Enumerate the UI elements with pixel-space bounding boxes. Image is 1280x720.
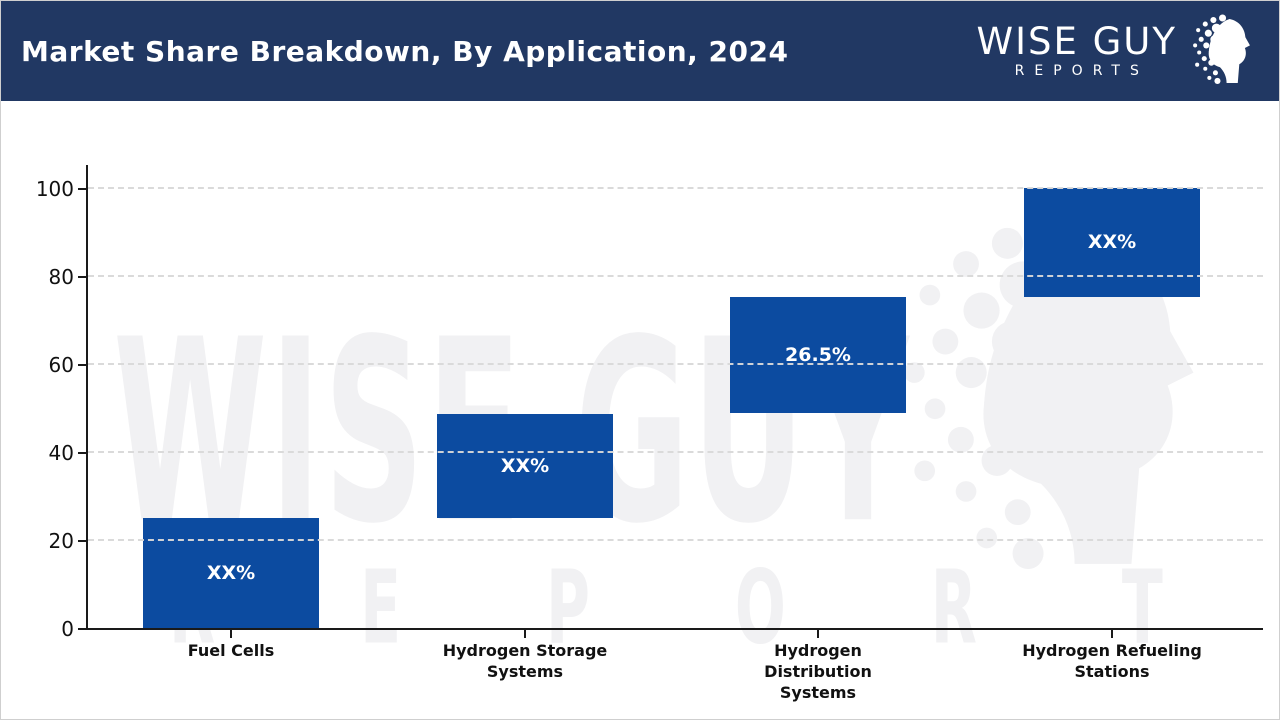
bar-segment	[730, 296, 906, 414]
page-title: Market Share Breakdown, By Application, …	[21, 34, 789, 68]
y-axis-tick-label: 40	[48, 441, 74, 465]
brand-logo: WISE GUY REPORTS	[977, 13, 1253, 89]
y-axis-tick	[78, 452, 86, 454]
x-axis-tick	[524, 630, 526, 638]
gridline	[88, 187, 1263, 189]
bar-value-label: 26.5%	[785, 344, 851, 367]
bar-segment	[143, 518, 319, 628]
y-axis-tick-label: 80	[48, 265, 74, 289]
y-axis-tick	[78, 364, 86, 366]
y-axis-tick-label: 60	[48, 353, 74, 377]
bar-value-label: XX%	[1087, 231, 1137, 254]
brand-logo-text: WISE GUY REPORTS	[976, 19, 1177, 80]
x-axis-category-label: Hydrogen Distribution Systems	[764, 641, 872, 702]
x-axis-category-label: Hydrogen Refueling Stations	[1022, 641, 1202, 681]
x-axis-tick	[817, 630, 819, 638]
y-axis-tick	[78, 628, 86, 630]
x-axis-line	[86, 628, 1263, 630]
gridline	[88, 451, 1263, 453]
bar-value-label: XX%	[206, 562, 256, 584]
x-axis-category-label: Fuel Cells	[187, 641, 275, 660]
dotted-head-icon	[1193, 14, 1250, 85]
brand-name: WISE GUY	[976, 19, 1177, 63]
gridline	[88, 539, 1263, 541]
bar-value-label: XX%	[500, 454, 550, 477]
y-axis-tick	[78, 276, 86, 278]
gridline	[88, 363, 1263, 365]
x-axis-tick	[1111, 630, 1113, 638]
gridline	[88, 275, 1263, 277]
y-axis-tick	[78, 188, 86, 190]
y-axis-tick	[78, 540, 86, 542]
y-axis-tick-label: 100	[35, 177, 74, 201]
x-axis-category-label: Hydrogen Storage Systems	[442, 641, 608, 681]
y-axis-line	[86, 165, 88, 630]
brand-subtitle: REPORTS	[1014, 63, 1149, 80]
y-axis-tick-label: 0	[61, 617, 74, 641]
header-bar: Market Share Breakdown, By Application, …	[1, 1, 1279, 101]
x-axis-tick	[230, 630, 232, 638]
y-axis-tick-label: 20	[48, 529, 74, 553]
bar-segment	[437, 413, 613, 518]
